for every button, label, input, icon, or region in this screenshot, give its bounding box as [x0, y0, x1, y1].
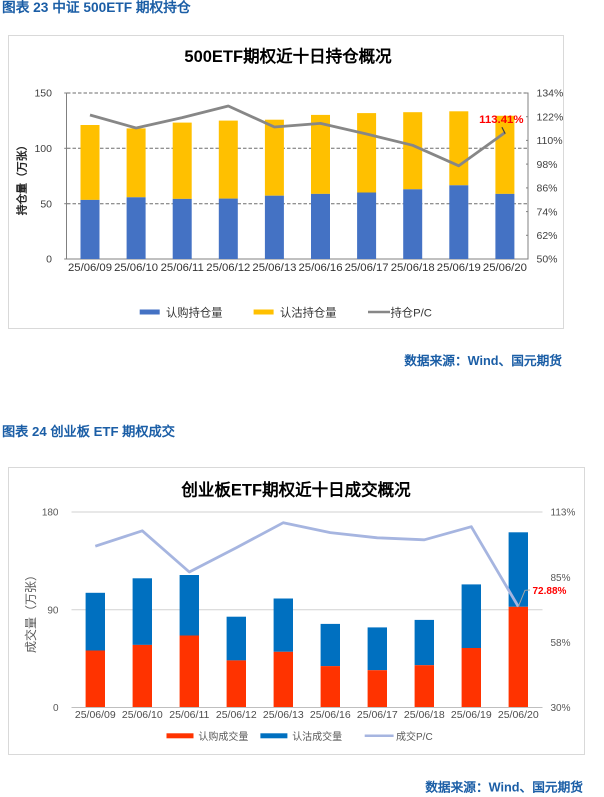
svg-text:数据来源：Wind、国元期货: 数据来源：Wind、国元期货 [425, 780, 583, 795]
svg-text:成交量（万张）: 成交量（万张） [23, 569, 38, 653]
svg-text:98%: 98% [537, 159, 558, 171]
svg-text:25/06/20: 25/06/20 [483, 262, 527, 274]
svg-text:110%: 110% [537, 135, 563, 147]
svg-text:25/06/16: 25/06/16 [299, 262, 343, 274]
svg-text:180: 180 [42, 508, 59, 519]
svg-text:持仓量（万张）: 持仓量（万张） [15, 140, 29, 216]
svg-text:数据来源：Wind、国元期货: 数据来源：Wind、国元期货 [404, 353, 562, 368]
svg-text:85%: 85% [551, 573, 571, 584]
svg-text:25/06/18: 25/06/18 [404, 709, 445, 721]
svg-text:认沽持仓量: 认沽持仓量 [280, 306, 337, 320]
svg-text:62%: 62% [537, 230, 558, 242]
svg-text:创业板ETF期权近十日成交概况: 创业板ETF期权近十日成交概况 [180, 480, 411, 500]
svg-text:25/06/12: 25/06/12 [206, 262, 250, 274]
svg-text:100: 100 [34, 143, 52, 155]
svg-text:图表 23 中证 500ETF 期权持仓: 图表 23 中证 500ETF 期权持仓 [2, 0, 191, 15]
svg-text:122%: 122% [537, 111, 564, 123]
svg-text:0: 0 [53, 703, 59, 714]
svg-text:25/06/10: 25/06/10 [122, 709, 163, 721]
svg-text:25/06/16: 25/06/16 [310, 709, 351, 721]
svg-text:74%: 74% [537, 206, 558, 218]
svg-text:认沽成交量: 认沽成交量 [292, 730, 342, 743]
svg-text:134%: 134% [537, 88, 564, 100]
svg-text:86%: 86% [537, 183, 558, 195]
svg-text:25/06/10: 25/06/10 [114, 262, 158, 274]
svg-text:113.41%: 113.41% [479, 114, 523, 126]
svg-text:72.88%: 72.88% [533, 586, 567, 597]
svg-text:25/06/19: 25/06/19 [437, 262, 481, 274]
svg-text:认购持仓量: 认购持仓量 [166, 306, 223, 320]
svg-text:25/06/12: 25/06/12 [216, 709, 257, 721]
svg-text:成交P/C: 成交P/C [396, 730, 433, 743]
svg-text:25/06/09: 25/06/09 [75, 709, 116, 721]
svg-text:58%: 58% [551, 638, 571, 649]
svg-text:500ETF期权近十日持仓概况: 500ETF期权近十日持仓概况 [184, 46, 392, 66]
svg-text:图表 24 创业板 ETF 期权成交: 图表 24 创业板 ETF 期权成交 [2, 423, 176, 439]
svg-text:25/06/09: 25/06/09 [68, 262, 112, 274]
svg-text:113%: 113% [551, 508, 576, 519]
svg-text:150: 150 [34, 88, 52, 100]
svg-text:25/06/13: 25/06/13 [252, 262, 296, 274]
svg-text:50%: 50% [537, 254, 558, 266]
svg-text:认购成交量: 认购成交量 [198, 730, 248, 743]
svg-text:25/06/11: 25/06/11 [169, 709, 209, 721]
svg-text:25/06/17: 25/06/17 [357, 709, 398, 721]
svg-text:25/06/18: 25/06/18 [391, 262, 435, 274]
svg-text:90: 90 [47, 605, 59, 616]
svg-text:25/06/13: 25/06/13 [263, 709, 304, 721]
svg-text:持仓P/C: 持仓P/C [391, 306, 432, 320]
svg-text:25/06/11: 25/06/11 [161, 262, 204, 274]
svg-text:25/06/20: 25/06/20 [498, 709, 539, 721]
svg-text:0: 0 [46, 254, 52, 266]
svg-text:25/06/17: 25/06/17 [345, 262, 389, 274]
svg-text:50: 50 [40, 198, 52, 210]
svg-text:25/06/19: 25/06/19 [451, 709, 492, 721]
svg-text:30%: 30% [551, 703, 571, 714]
